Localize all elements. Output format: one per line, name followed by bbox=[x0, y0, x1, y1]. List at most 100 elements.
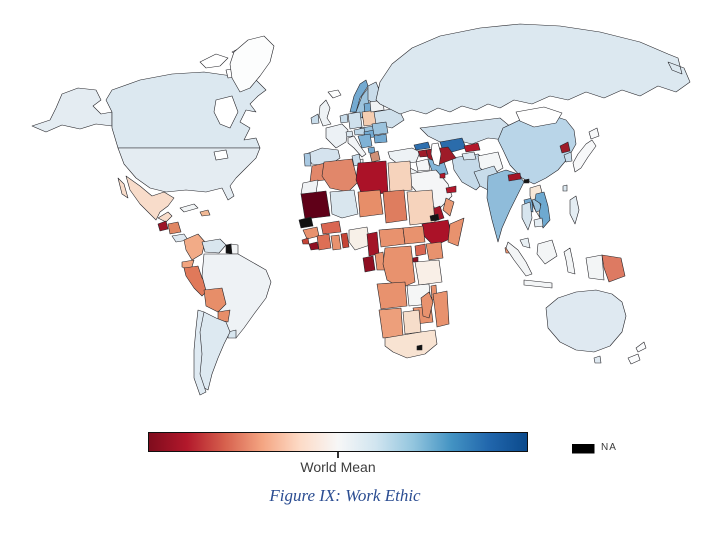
country-mozambique bbox=[432, 290, 450, 328]
country-nigeria bbox=[348, 226, 371, 251]
arctic-island bbox=[199, 53, 229, 69]
country-somalia bbox=[447, 217, 465, 247]
country-mauritania bbox=[300, 190, 331, 220]
country-rwanda-burundi bbox=[412, 256, 419, 263]
country-gabon bbox=[362, 255, 376, 273]
country-western-sahara bbox=[300, 179, 319, 195]
country-kyrgyzstan bbox=[463, 142, 481, 153]
country-kenya bbox=[425, 241, 444, 261]
country-botswana bbox=[402, 309, 422, 335]
country-mali bbox=[329, 189, 359, 219]
country-ghana bbox=[330, 234, 342, 251]
country-mexico-baja bbox=[117, 177, 129, 199]
colorbar-tick-label: World Mean bbox=[300, 459, 376, 475]
country-iceland bbox=[327, 89, 342, 99]
country-qatar-uae bbox=[445, 185, 457, 194]
country-new-zealand-south bbox=[627, 353, 641, 365]
country-georgia bbox=[413, 141, 431, 151]
country-australia-tasmania bbox=[593, 355, 602, 364]
country-cuba bbox=[179, 203, 199, 213]
country-taiwan bbox=[562, 184, 568, 192]
country-tajikistan bbox=[461, 151, 477, 161]
country-south-africa bbox=[384, 329, 438, 359]
country-bulgaria bbox=[373, 133, 388, 144]
country-bhutan bbox=[523, 178, 530, 184]
country-indonesia-sumatra bbox=[505, 241, 533, 277]
country-egypt bbox=[387, 160, 413, 193]
colorbar-gradient bbox=[148, 432, 528, 452]
country-canada bbox=[105, 71, 267, 149]
country-romania bbox=[371, 121, 389, 136]
country-new-zealand-north bbox=[635, 341, 647, 353]
country-nepal bbox=[507, 172, 522, 182]
country-senegal bbox=[298, 216, 314, 229]
country-balkans bbox=[357, 133, 373, 149]
country-chad bbox=[382, 189, 408, 224]
country-bolivia bbox=[203, 287, 227, 313]
country-germany bbox=[347, 111, 363, 130]
country-honduras-nicaragua bbox=[167, 221, 182, 235]
country-usa bbox=[117, 147, 261, 201]
country-dr-congo bbox=[382, 245, 416, 289]
country-venezuela bbox=[201, 238, 227, 254]
country-cambodia bbox=[533, 217, 544, 228]
country-australia bbox=[545, 289, 627, 353]
country-eritrea bbox=[429, 213, 440, 222]
country-italy bbox=[347, 135, 367, 158]
country-japan bbox=[572, 139, 597, 173]
country-namibia bbox=[378, 307, 404, 339]
country-japan-hokkaido bbox=[588, 127, 600, 140]
country-togo-benin bbox=[340, 232, 350, 249]
country-syria bbox=[415, 158, 431, 172]
country-algeria bbox=[321, 158, 359, 193]
country-south-korea bbox=[563, 151, 573, 163]
country-france bbox=[325, 123, 349, 149]
country-burkina-faso bbox=[320, 220, 342, 235]
country-angola bbox=[376, 281, 408, 310]
country-north-korea bbox=[559, 141, 571, 154]
country-philippines bbox=[569, 195, 580, 225]
country-papua-new-guinea bbox=[601, 254, 626, 283]
great-lakes bbox=[213, 149, 229, 161]
country-paraguay bbox=[217, 309, 231, 323]
country-alaska bbox=[31, 87, 113, 133]
country-niger bbox=[357, 189, 384, 218]
country-kuwait bbox=[439, 172, 446, 179]
country-guatemala bbox=[157, 220, 169, 232]
country-liberia bbox=[308, 241, 320, 251]
country-mexico bbox=[125, 175, 175, 221]
country-indonesia-sulawesi bbox=[563, 247, 576, 275]
country-central-african-republic bbox=[378, 227, 406, 248]
country-uk bbox=[318, 99, 332, 127]
country-malaysia bbox=[519, 237, 531, 249]
country-mexico-yucatan bbox=[157, 211, 173, 223]
caspian-sea bbox=[430, 142, 442, 167]
country-oman bbox=[442, 197, 455, 217]
country-austria bbox=[353, 127, 366, 136]
na-label: NA bbox=[601, 442, 617, 453]
country-libya bbox=[355, 160, 389, 196]
country-portugal bbox=[303, 152, 312, 167]
country-mongolia bbox=[515, 106, 563, 128]
country-chile bbox=[193, 309, 207, 396]
country-south-sudan bbox=[402, 225, 426, 245]
country-cameroon bbox=[366, 231, 380, 257]
country-vietnam bbox=[534, 191, 551, 229]
country-albania-macedonia bbox=[367, 146, 376, 154]
country-guinea bbox=[302, 226, 320, 240]
figure-caption: Figure IX: Work Ethic bbox=[269, 486, 421, 505]
country-russia bbox=[375, 23, 691, 115]
country-indonesia-borneo bbox=[536, 239, 558, 265]
country-colombia bbox=[183, 233, 206, 261]
world-map bbox=[31, 23, 691, 396]
country-ireland bbox=[310, 113, 320, 125]
country-india bbox=[486, 169, 525, 243]
country-greece bbox=[369, 150, 381, 163]
country-thailand bbox=[521, 201, 533, 231]
country-ethiopia bbox=[421, 219, 453, 247]
country-hispaniola bbox=[199, 209, 211, 217]
country-netherlands-belgium bbox=[339, 113, 349, 124]
na-swatch bbox=[572, 444, 595, 454]
country-suriname bbox=[230, 243, 239, 255]
